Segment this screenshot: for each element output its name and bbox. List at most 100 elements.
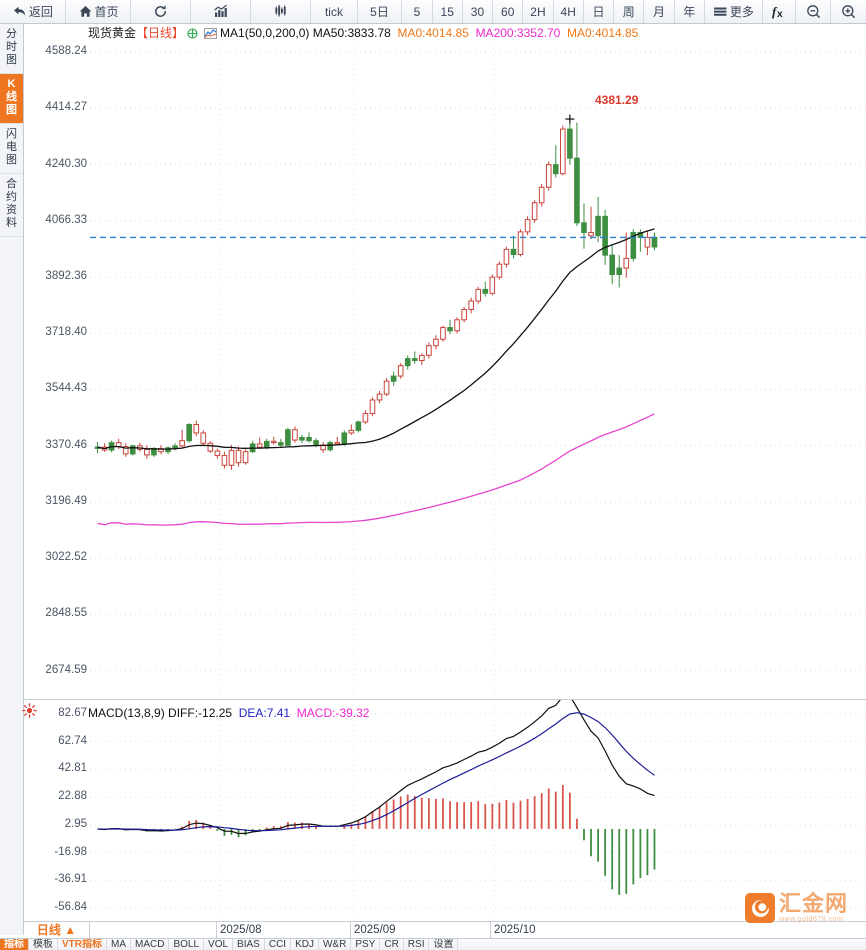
sidebar-item-contract[interactable]: 合约资料 <box>0 174 23 237</box>
period-day-button-label: 日 <box>592 5 605 19</box>
period-60-button-label: 60 <box>501 4 515 19</box>
macd-axis-tick: 42.81 <box>58 762 87 775</box>
macd-axis-tick: -36.91 <box>54 873 87 886</box>
bottom-vol-button[interactable]: VOL <box>204 939 234 950</box>
candlestick-icon <box>273 4 288 19</box>
sidebar-item-timeshare-char: 分 <box>6 28 17 40</box>
sidebar-item-kline-char: 线 <box>6 91 17 103</box>
symbol-label: 现货黄金 <box>88 26 137 40</box>
candlestick-plot[interactable] <box>90 24 866 699</box>
period-15-button[interactable]: 15 <box>432 0 463 23</box>
sidebar-item-lightning-char: 电 <box>6 141 17 153</box>
sidebar-item-lightning[interactable]: 闪电图 <box>0 124 23 174</box>
period-60-button[interactable]: 60 <box>493 0 524 23</box>
zoom-in-button[interactable] <box>831 0 866 23</box>
period-week-button[interactable]: 周 <box>614 0 645 23</box>
bottom-wr-button[interactable]: W&R <box>319 939 352 950</box>
macd-axis-tick: 2.95 <box>64 817 87 830</box>
macd-settings-icon[interactable] <box>22 703 37 723</box>
bottom-kdj-button[interactable]: KDJ <box>291 939 319 950</box>
back-button[interactable]: 返回 <box>0 0 66 23</box>
back-button-label: 返回 <box>28 5 53 19</box>
ma-indicator-icon[interactable] <box>204 27 217 43</box>
bottom-settings-button[interactable]: 设置 <box>429 939 459 950</box>
macd-axis-tick: -16.98 <box>54 845 87 858</box>
bottom-ma-button-label: MA <box>111 939 126 950</box>
period-15-button-label: 15 <box>440 4 454 19</box>
bottom-vtr-indicator-button-label: VTR指标 <box>62 939 102 950</box>
more-button-label: 更多 <box>729 5 754 19</box>
price-chart-panel[interactable]: 4588.24 4414.27 4240.30 4066.33 3892.36 3718.… <box>24 24 866 699</box>
bar-chart-icon <box>213 4 228 19</box>
period-4h-button[interactable]: 4H <box>553 0 584 23</box>
bottom-indicator-button[interactable]: 指标 <box>0 939 29 950</box>
sidebar-item-lightning-char: 图 <box>6 154 17 166</box>
price-axis-tick: 4414.27 <box>45 101 87 114</box>
watermark-subtext: www.gold678.com <box>779 916 844 923</box>
top-toolbar: 返回 首页 tick 5日 5 15 30 60 2H 4H 日 周 月 年 更多 f x <box>0 0 866 24</box>
sidebar-item-kline-char: K <box>7 78 16 90</box>
period-4h-button-label: 4H <box>560 4 576 19</box>
bottom-template-button[interactable]: 模板 <box>29 939 58 950</box>
bottom-boll-button[interactable]: BOLL <box>169 939 205 950</box>
ma0-value-secondary: MA0:4014.85 <box>566 26 639 40</box>
bottom-cci-button[interactable]: CCI <box>265 939 292 950</box>
period-5-button[interactable]: 5 <box>402 0 433 23</box>
period-label: 【日线】 <box>136 26 185 40</box>
price-axis-tick: 3544.43 <box>45 382 87 395</box>
macd-axis: 82.67 62.74 42.81 22.88 2.95 -16.98 -36.91 -56.… <box>24 700 90 922</box>
refresh-button[interactable] <box>131 0 192 23</box>
home-icon <box>78 4 93 19</box>
bottom-psy-button[interactable]: PSY <box>351 939 381 950</box>
bottom-macd-button[interactable]: MACD <box>131 939 170 950</box>
more-button[interactable]: 更多 <box>704 0 763 23</box>
date-axis-tick <box>490 922 491 938</box>
trend-chart-button[interactable] <box>191 0 252 23</box>
bottom-btas-button[interactable]: BIAS <box>233 939 265 950</box>
peak-price-label: 4381.29 <box>595 93 639 107</box>
period-tag[interactable]: 日线 ▲ <box>24 922 90 938</box>
sidebar-item-contract-char: 合 <box>6 178 17 190</box>
sidebar-item-kline-char: 图 <box>6 104 17 116</box>
bottom-psy-button-label: PSY <box>355 939 376 950</box>
ma50-value: MA50:3833.78 <box>312 26 391 40</box>
date-axis-label: 2025/10 <box>494 924 536 936</box>
back-arrow-icon <box>12 4 27 19</box>
sidebar-item-timeshare-char: 图 <box>6 54 17 66</box>
candle-chart-button[interactable] <box>251 0 312 23</box>
period-month-button-label: 月 <box>652 5 665 19</box>
bottom-ma-button[interactable]: MA <box>107 939 131 950</box>
sidebar-item-lightning-char: 闪 <box>6 128 17 140</box>
macd-diff-value: DIFF:-12.25 <box>168 706 233 720</box>
bottom-vtr-indicator-button[interactable]: VTR指标 <box>58 939 107 950</box>
tick-button[interactable]: tick <box>311 0 358 23</box>
bottom-cr-button-label: CR <box>384 939 399 950</box>
macd-svg <box>90 700 866 922</box>
bottom-rsi-button-label: RSI <box>407 939 425 950</box>
period-day-button[interactable]: 日 <box>583 0 615 23</box>
bottom-vol-button-label: VOL <box>208 939 229 950</box>
macd-plot[interactable] <box>90 700 866 922</box>
period-2h-button[interactable]: 2H <box>523 0 554 23</box>
home-button[interactable]: 首页 <box>65 0 132 23</box>
crosshair-toggle-icon[interactable] <box>187 27 198 43</box>
macd-panel[interactable]: 82.67 62.74 42.81 22.88 2.95 -16.98 -36.91 -56.… <box>24 699 866 922</box>
period-year-button[interactable]: 年 <box>674 0 705 23</box>
ma0-value: MA0:4014.85 <box>397 26 469 40</box>
zoom-out-button[interactable] <box>795 0 832 23</box>
period-30-button[interactable]: 30 <box>462 0 494 23</box>
period-month-button[interactable]: 月 <box>644 0 675 23</box>
price-axis-tick: 3892.36 <box>45 270 87 282</box>
bottom-rsi-button[interactable]: RSI <box>404 939 430 950</box>
svg-text:f: f <box>772 4 778 19</box>
period-5d-button[interactable]: 5日 <box>357 0 403 23</box>
macd-dea-value: DEA:7.41 <box>238 706 291 720</box>
sidebar-item-timeshare[interactable]: 分时图 <box>0 24 23 74</box>
date-axis-label: 2025/08 <box>220 924 262 936</box>
bottom-cr-button[interactable]: CR <box>380 939 404 950</box>
macd-axis-tick: 82.67 <box>58 706 87 719</box>
